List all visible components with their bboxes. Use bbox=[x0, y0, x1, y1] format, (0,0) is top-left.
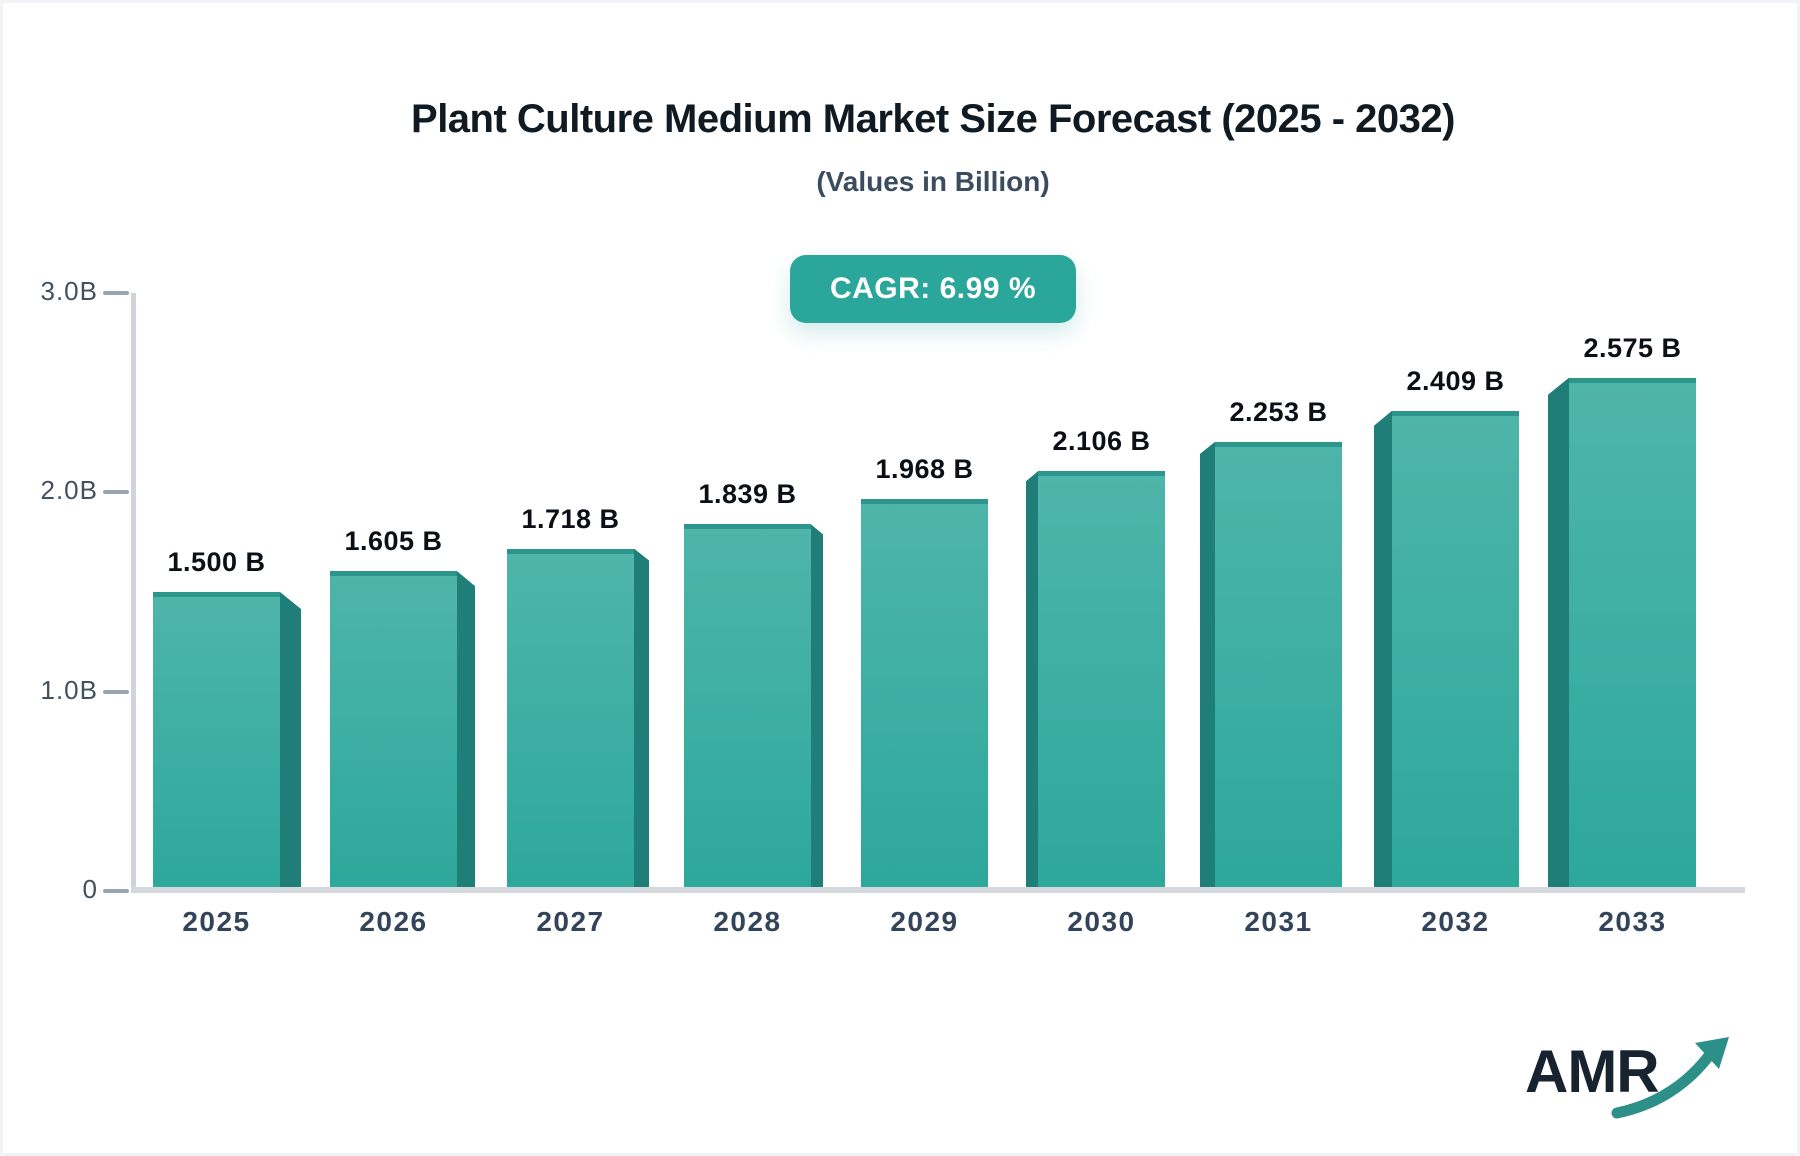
bar-2029 bbox=[861, 498, 988, 888]
x-axis-label-2032: 2032 bbox=[1421, 906, 1490, 937]
bar-top-edge bbox=[1392, 410, 1519, 416]
y-axis-tick-label: 3.0B bbox=[40, 276, 98, 306]
bar-top-edge bbox=[507, 548, 634, 554]
x-axis-label-2028: 2028 bbox=[713, 906, 782, 937]
bar-2028 bbox=[684, 524, 811, 888]
chart-title: Plant Culture Medium Market Size Forecas… bbox=[411, 97, 1455, 141]
x-axis-label-2029: 2029 bbox=[890, 906, 959, 937]
bar-value-label-2027: 1.718 B bbox=[521, 503, 620, 534]
x-axis-label-2033: 2033 bbox=[1598, 906, 1667, 937]
bar-value-label-2031: 2.253 B bbox=[1229, 396, 1328, 427]
y-axis-tick-label: 0 bbox=[82, 874, 98, 904]
cagr-badge: CAGR: 6.99 % bbox=[789, 255, 1077, 323]
bar-top-edge bbox=[330, 571, 457, 577]
x-axis-label-2031: 2031 bbox=[1244, 906, 1313, 937]
y-axis-tick-mark bbox=[103, 291, 129, 295]
bar-value-label-2029: 1.968 B bbox=[875, 453, 974, 484]
bar-value-label-2028: 1.839 B bbox=[698, 479, 797, 510]
bar-3d-side-2026 bbox=[457, 571, 475, 888]
bar-top-edge bbox=[1215, 441, 1342, 447]
bar-3d-side-2031 bbox=[1200, 441, 1215, 888]
bar-3d-side-2025 bbox=[280, 592, 301, 888]
y-axis-tick-label: 1.0B bbox=[40, 674, 98, 705]
bar-2025 bbox=[153, 592, 280, 888]
bar-3d-side-2028 bbox=[811, 524, 823, 888]
bar-value-label-2025: 1.500 B bbox=[167, 547, 266, 577]
bar-3d-side-2033 bbox=[1548, 377, 1569, 888]
bar-3d-side-2030 bbox=[1026, 471, 1038, 888]
y-axis-line bbox=[131, 293, 136, 891]
bar-2032 bbox=[1392, 410, 1519, 888]
bar-2031 bbox=[1215, 441, 1342, 888]
x-axis-label-2030: 2030 bbox=[1067, 906, 1136, 937]
x-axis-label-2027: 2027 bbox=[536, 906, 605, 937]
x-axis-label-2026: 2026 bbox=[359, 906, 428, 937]
cagr-badge-wrap: CAGR: 6.99 % bbox=[133, 255, 1733, 323]
amr-logo-text: AMR bbox=[1525, 1038, 1660, 1105]
growth-arrow-icon bbox=[1611, 1037, 1729, 1119]
bar-2033 bbox=[1569, 377, 1696, 888]
chart-subtitle: (Values in Billion) bbox=[816, 166, 1050, 197]
y-axis-tick-mark bbox=[103, 490, 129, 495]
y-axis-tick-label: 2.0B bbox=[40, 475, 98, 506]
bar-3d-side-2027 bbox=[634, 548, 649, 888]
y-axis-tick-mark bbox=[103, 689, 129, 694]
bar-value-label-2033: 2.575 B bbox=[1583, 332, 1682, 363]
bar-top-edge bbox=[1038, 471, 1165, 477]
bar-value-label-2032: 2.409 B bbox=[1406, 365, 1505, 396]
bar-top-edge bbox=[1569, 377, 1696, 383]
bar-3d-side-2032 bbox=[1374, 410, 1392, 888]
bar-2027 bbox=[507, 548, 634, 888]
bar-value-label-2026: 1.605 B bbox=[344, 526, 443, 557]
y-axis-tick-mark bbox=[103, 889, 129, 893]
bar-value-label-2030: 2.106 B bbox=[1052, 426, 1151, 457]
bar-2026 bbox=[330, 571, 457, 888]
bar-top-edge bbox=[153, 592, 280, 597]
x-axis-baseline bbox=[131, 887, 1745, 893]
amr-logo: AMR bbox=[1525, 1029, 1729, 1125]
bar-top-edge bbox=[861, 498, 988, 504]
x-axis-label-2025: 2025 bbox=[182, 906, 251, 937]
bar-2030 bbox=[1038, 471, 1165, 888]
bar-top-edge bbox=[684, 524, 811, 530]
